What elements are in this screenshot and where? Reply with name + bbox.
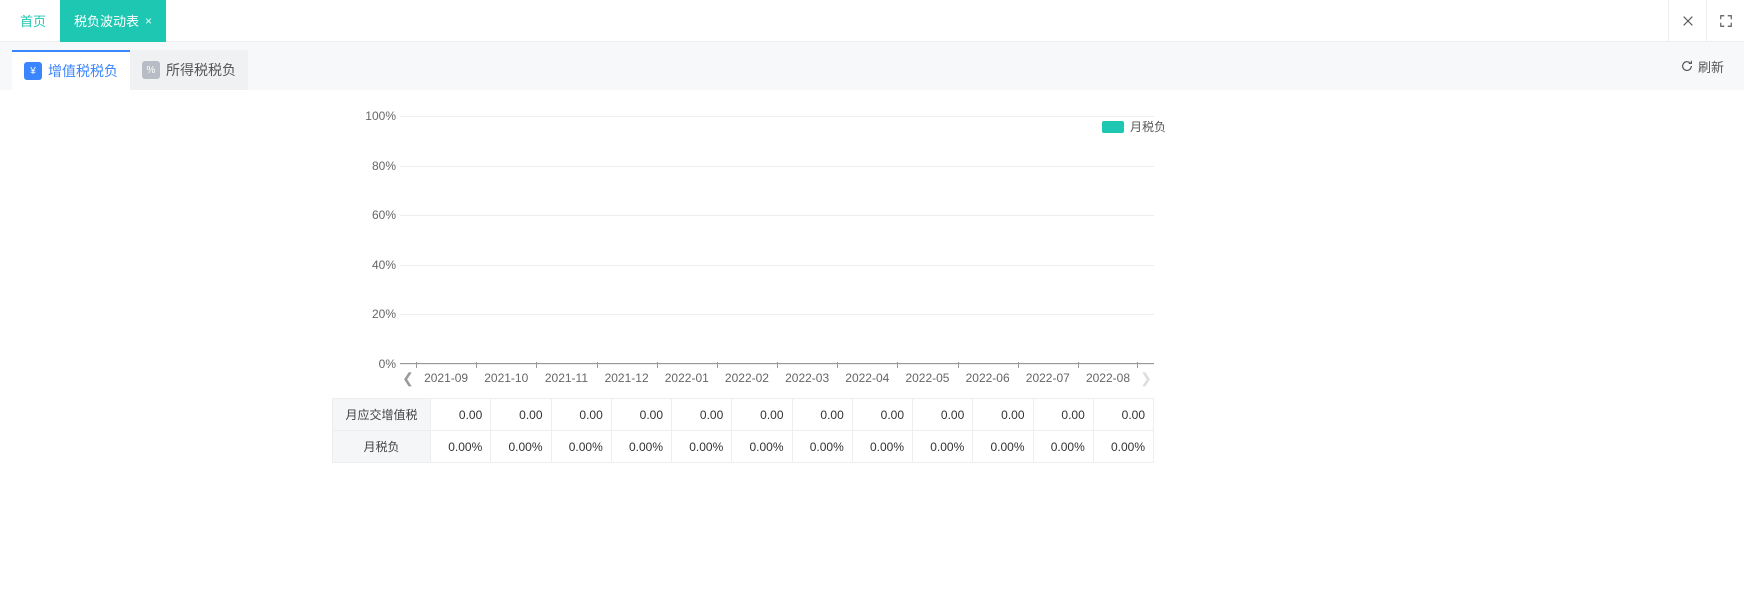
table-cell: 0.00 (431, 399, 491, 431)
x-axis-label: 2022-01 (657, 371, 717, 385)
refresh-label: 刷新 (1698, 57, 1724, 76)
table-cell: 0.00% (552, 431, 612, 463)
x-axis-label: 2021-11 (536, 371, 596, 385)
tab-active-label: 税负波动表 (74, 11, 139, 30)
table-row-header: 月应交增值税 (333, 399, 431, 431)
x-axis-label: 2022-03 (777, 371, 837, 385)
tab-tax-fluctuation[interactable]: 税负波动表 × (60, 0, 166, 42)
subtab-income-label: 所得税税负 (166, 60, 236, 80)
x-axis-label: 2022-04 (837, 371, 897, 385)
table-cell: 0.00% (853, 431, 913, 463)
y-axis-label: 20% (356, 307, 396, 321)
top-tab-bar: 首页 税负波动表 × (0, 0, 1744, 42)
subtab-vat-label: 增值税税负 (48, 61, 118, 81)
chart-panel: 月税负 0%20%40%60%80%100% ❮ 2021-092021-102… (0, 90, 1744, 485)
y-axis-label: 40% (356, 258, 396, 272)
x-axis-label: 2021-12 (597, 371, 657, 385)
table-cell: 0.00 (491, 399, 551, 431)
table-row-header: 月税负 (333, 431, 431, 463)
x-icon (1681, 14, 1695, 28)
table-cell: 0.00 (853, 399, 913, 431)
x-axis-row: ❮ 2021-092021-102021-112021-122022-01202… (400, 364, 1154, 392)
table-cell: 0.00% (1094, 431, 1154, 463)
table-cell: 0.00 (612, 399, 672, 431)
x-axis-label: 2022-07 (1018, 371, 1078, 385)
fullscreen-icon (1719, 14, 1733, 28)
x-axis-label: 2022-08 (1078, 371, 1138, 385)
table-cell: 0.00 (913, 399, 973, 431)
y-axis-label: 60% (356, 208, 396, 222)
table-cell: 0.00 (793, 399, 853, 431)
data-table: 月应交增值税0.000.000.000.000.000.000.000.000.… (332, 398, 1154, 463)
x-axis-label: 2022-02 (717, 371, 777, 385)
close-all-button[interactable] (1668, 0, 1706, 42)
table-cell: 0.00% (913, 431, 973, 463)
income-tax-icon: % (142, 61, 160, 79)
content-area: ¥ 增值税税负 % 所得税税负 刷新 月税负 0%20%40%60%80%100… (0, 42, 1744, 485)
chart-prev-button[interactable]: ❮ (400, 370, 416, 387)
table-cell: 0.00 (732, 399, 792, 431)
table-cell: 0.00 (1034, 399, 1094, 431)
x-axis-label: 2022-05 (897, 371, 957, 385)
grid-line (400, 314, 1154, 315)
table-cell: 0.00% (973, 431, 1033, 463)
y-axis-label: 0% (356, 357, 396, 371)
table-row: 月税负0.00%0.00%0.00%0.00%0.00%0.00%0.00%0.… (333, 431, 1154, 463)
table-cell: 0.00 (672, 399, 732, 431)
vat-icon: ¥ (24, 62, 42, 80)
grid-line (400, 166, 1154, 167)
subtab-income-tax[interactable]: % 所得税税负 (130, 50, 248, 90)
grid-line (400, 116, 1154, 117)
refresh-button[interactable]: 刷新 (1680, 42, 1724, 90)
table-cell: 0.00% (1034, 431, 1094, 463)
x-axis-label: 2021-09 (416, 371, 476, 385)
table-cell: 0.00 (1094, 399, 1154, 431)
table-cell: 0.00% (612, 431, 672, 463)
table-row: 月应交增值税0.000.000.000.000.000.000.000.000.… (333, 399, 1154, 431)
y-axis-label: 80% (356, 159, 396, 173)
refresh-icon (1680, 59, 1694, 73)
table-cell: 0.00% (491, 431, 551, 463)
table-cell: 0.00 (552, 399, 612, 431)
table-cell: 0.00 (973, 399, 1033, 431)
chart-plot: 0%20%40%60%80%100% (400, 116, 1154, 364)
table-row-cells: 0.00%0.00%0.00%0.00%0.00%0.00%0.00%0.00%… (431, 431, 1154, 463)
y-axis-label: 100% (356, 109, 396, 123)
grid-line (400, 215, 1154, 216)
table-cell: 0.00% (732, 431, 792, 463)
chart-next-button[interactable]: ❯ (1138, 370, 1154, 387)
x-axis-label: 2021-10 (476, 371, 536, 385)
subtab-vat[interactable]: ¥ 增值税税负 (12, 50, 130, 90)
table-cell: 0.00% (672, 431, 732, 463)
x-axis-labels: 2021-092021-102021-112021-122022-012022-… (416, 371, 1138, 385)
top-right-controls (1668, 0, 1744, 42)
close-icon[interactable]: × (145, 14, 152, 28)
fullscreen-button[interactable] (1706, 0, 1744, 42)
table-cell: 0.00% (431, 431, 491, 463)
table-row-cells: 0.000.000.000.000.000.000.000.000.000.00… (431, 399, 1154, 431)
grid-line (400, 265, 1154, 266)
subtabs-row: ¥ 增值税税负 % 所得税税负 刷新 (0, 42, 1744, 90)
x-axis-label: 2022-06 (958, 371, 1018, 385)
tab-home[interactable]: 首页 (6, 0, 60, 42)
tab-home-label: 首页 (20, 11, 46, 30)
chart-wrap: 月税负 0%20%40%60%80%100% ❮ 2021-092021-102… (0, 116, 1184, 463)
table-cell: 0.00% (793, 431, 853, 463)
